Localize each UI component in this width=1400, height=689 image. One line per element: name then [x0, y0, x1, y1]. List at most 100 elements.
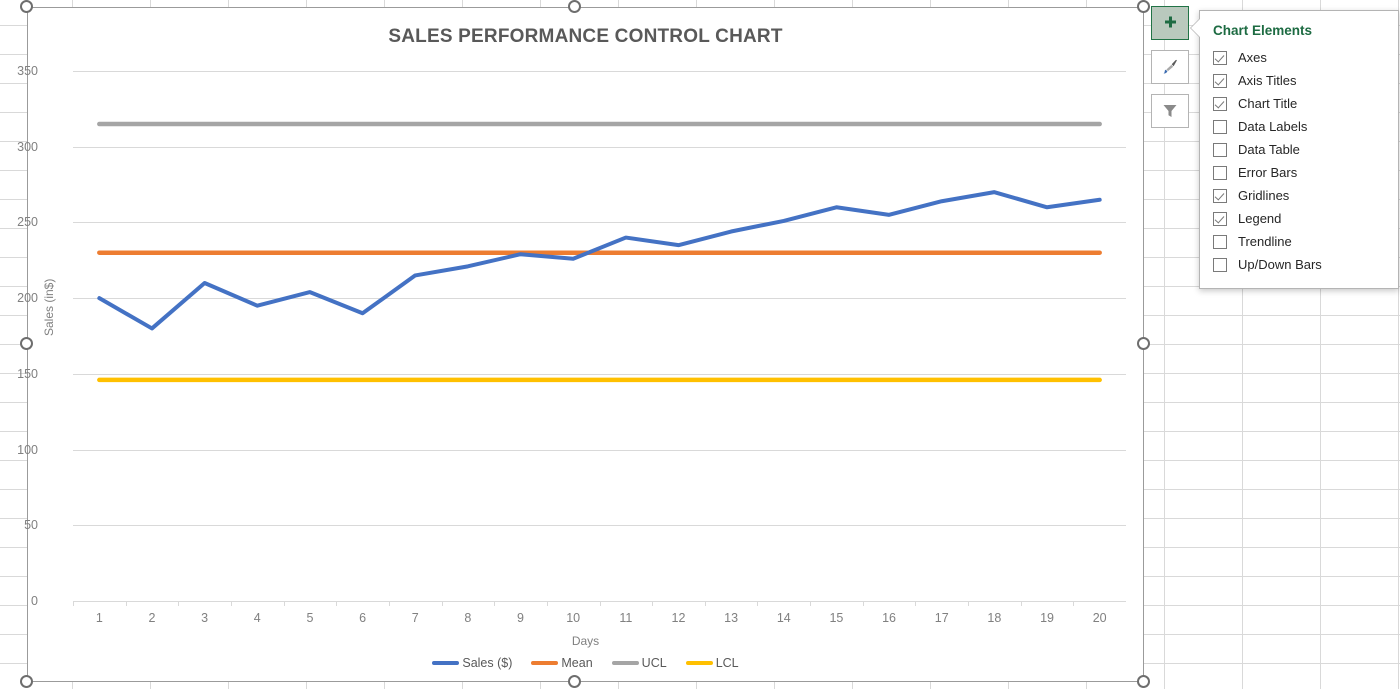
checkbox[interactable] — [1213, 257, 1227, 272]
chart-element-row-data-table[interactable]: Data Table — [1200, 138, 1398, 161]
checkbox[interactable] — [1213, 165, 1227, 180]
y-tick-label: 250 — [17, 215, 38, 230]
x-tick-mark — [125, 601, 127, 606]
y-axis-title[interactable]: Sales (in$) — [42, 278, 56, 336]
legend-entry[interactable]: UCL — [611, 656, 667, 670]
chart-legend[interactable]: Sales ($) Mean UCL LCL — [28, 656, 1143, 670]
x-tick-label: 6 — [359, 611, 367, 625]
legend-label: UCL — [641, 656, 667, 670]
x-tick-label: 16 — [882, 611, 897, 625]
chart-elements-list: Axes Axis Titles Chart Title Data Labels Dat… — [1200, 46, 1398, 276]
chart-elements-button[interactable] — [1151, 6, 1189, 40]
x-tick-label: 14 — [776, 611, 791, 625]
checkbox[interactable] — [1213, 96, 1227, 111]
selection-handle-bottom-left[interactable] — [20, 675, 33, 688]
chart-elements-panel[interactable]: Chart Elements Axes Axis Titles Chart Titl… — [1191, 10, 1399, 289]
gridline — [73, 298, 1126, 300]
x-tick-label: 1 — [95, 611, 103, 625]
legend-label: Mean — [561, 656, 593, 670]
chart-element-label: Legend — [1238, 211, 1282, 226]
chart-styles-button[interactable] — [1151, 50, 1189, 84]
chart-element-label: Up/Down Bars — [1238, 257, 1322, 272]
legend-label: Sales ($) — [462, 656, 513, 670]
chart-element-label: Gridlines — [1238, 188, 1290, 203]
plot-area[interactable] — [73, 71, 1126, 602]
gridline — [73, 525, 1126, 527]
chart-element-row-legend[interactable]: Legend — [1200, 207, 1398, 230]
series-line[interactable] — [97, 190, 1102, 331]
x-axis-title[interactable]: Days — [571, 634, 600, 648]
gridline — [73, 373, 1126, 375]
y-tick-label: 0 — [31, 594, 38, 608]
chart-element-row-gridlines[interactable]: Gridlines — [1200, 184, 1398, 207]
y-tick-label: 150 — [17, 366, 38, 381]
selection-handle-top-right[interactable] — [1137, 0, 1150, 13]
chart-element-row-axis-titles[interactable]: Axis Titles — [1200, 69, 1398, 92]
x-tick-mark — [599, 601, 601, 606]
checkbox[interactable] — [1213, 211, 1227, 226]
chart-element-row-up-down-bars[interactable]: Up/Down Bars — [1200, 253, 1398, 276]
x-tick-mark — [441, 601, 443, 606]
x-tick-mark — [336, 601, 338, 606]
chart-element-row-trendline[interactable]: Trendline — [1200, 230, 1398, 253]
x-tick-label: 9 — [517, 611, 524, 625]
checkbox[interactable] — [1213, 142, 1227, 157]
chart-element-label: Error Bars — [1238, 165, 1298, 180]
chart-element-label: Axes — [1238, 50, 1267, 65]
selection-handle-middle-left[interactable] — [20, 337, 33, 350]
selection-handle-top-left[interactable] — [20, 0, 33, 13]
legend-entry[interactable]: Mean — [531, 656, 593, 670]
chart-element-row-data-labels[interactable]: Data Labels — [1200, 115, 1398, 138]
chart-element-row-chart-title[interactable]: Chart Title — [1200, 92, 1398, 115]
selection-handle-bottom-center[interactable] — [568, 675, 581, 688]
gridline — [73, 449, 1126, 451]
y-tick-label: 50 — [24, 518, 38, 533]
x-tick-mark — [388, 601, 390, 606]
selection-handle-middle-right[interactable] — [1137, 337, 1150, 350]
legend-swatch — [531, 661, 559, 665]
x-tick-label: 15 — [829, 611, 844, 625]
x-tick-mark — [862, 601, 864, 606]
x-tick-mark — [546, 601, 548, 606]
legend-entry[interactable]: Sales ($) — [432, 656, 512, 670]
paintbrush-icon — [1163, 59, 1177, 74]
x-tick-label: 13 — [724, 611, 739, 625]
legend-swatch — [611, 661, 639, 665]
legend-entry[interactable]: LCL — [685, 656, 739, 670]
x-tick-mark — [704, 601, 706, 606]
gridline — [73, 222, 1126, 224]
plus-icon — [1164, 16, 1176, 27]
checkbox[interactable] — [1213, 119, 1227, 134]
chart-element-label: Trendline — [1238, 234, 1292, 249]
funnel-icon — [1163, 105, 1177, 117]
chart-element-label: Data Labels — [1238, 119, 1308, 134]
chart-object[interactable]: SALES PERFORMANCE CONTROL CHART Sales (i… — [17, 7, 1144, 682]
x-tick-mark — [1073, 601, 1075, 606]
chart-element-row-error-bars[interactable]: Error Bars — [1200, 161, 1398, 184]
x-tick-mark — [230, 601, 232, 606]
checkbox[interactable] — [1213, 234, 1227, 249]
chart-element-row-axes[interactable]: Axes — [1200, 46, 1398, 69]
chart-filters-button[interactable] — [1151, 94, 1189, 128]
x-tick-mark — [968, 601, 970, 606]
x-tick-mark — [283, 601, 285, 606]
selection-handle-bottom-right[interactable] — [1137, 675, 1150, 688]
x-tick-label: 17 — [934, 611, 949, 625]
legend-swatch — [685, 661, 713, 665]
x-tick-label: 2 — [148, 611, 156, 625]
checkbox[interactable] — [1213, 73, 1227, 88]
gridline — [73, 146, 1126, 148]
x-tick-label: 7 — [411, 611, 419, 625]
checkbox[interactable] — [1213, 188, 1227, 203]
x-tick-mark — [757, 601, 759, 606]
x-tick-mark — [810, 601, 812, 606]
chart-element-label: Data Table — [1238, 142, 1300, 157]
chart-element-label: Chart Title — [1238, 96, 1298, 111]
chart-title[interactable]: SALES PERFORMANCE CONTROL CHART — [388, 26, 783, 47]
selection-handle-top-center[interactable] — [568, 0, 581, 13]
panel-pointer — [1191, 19, 1200, 37]
x-tick-label: 4 — [253, 611, 261, 625]
checkbox[interactable] — [1213, 50, 1227, 65]
gridline — [73, 71, 1126, 72]
